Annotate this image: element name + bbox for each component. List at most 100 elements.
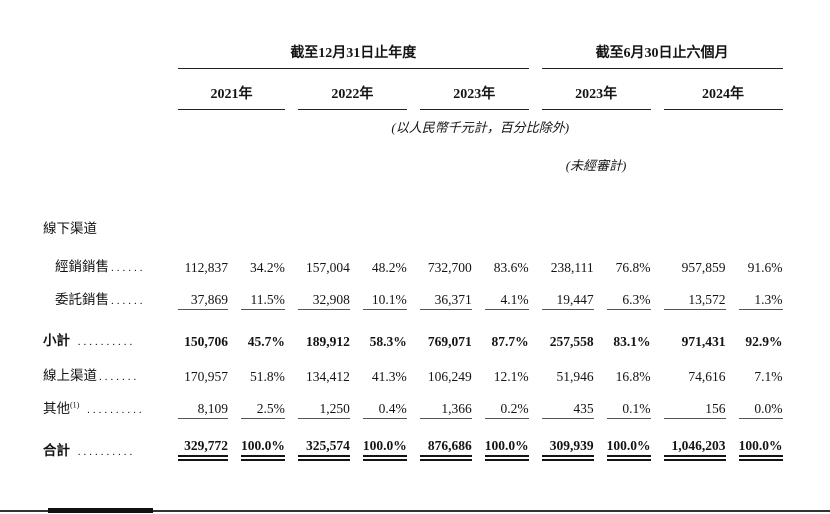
amount-cell: 1,366 xyxy=(419,386,472,419)
row-label: 其他(1) .......... xyxy=(43,400,145,416)
amount-cell: 150,706 xyxy=(184,334,228,349)
footnote-marker: (1) xyxy=(70,400,80,410)
percent-cell: 0.1% xyxy=(606,386,651,419)
dot-leader: ...... xyxy=(111,295,146,307)
amount-cell: 32,908 xyxy=(297,277,350,310)
amount-cell: 971,431 xyxy=(681,334,726,349)
percent-cell: 45.7% xyxy=(247,334,285,349)
percent-cell: 2.5% xyxy=(241,386,285,419)
percent-cell: 48.2% xyxy=(371,260,407,275)
label-column-spacer xyxy=(43,69,165,110)
page-footer-bar xyxy=(48,508,153,513)
table-row: 小計 .......... 150,706 45.7% 189,912 58.3% 769… xyxy=(43,310,783,351)
amount-cell: 51,946 xyxy=(556,369,594,384)
year-header-2022: 2022年 xyxy=(297,69,407,110)
percent-cell: 12.1% xyxy=(493,369,529,384)
amount-cell: 435 xyxy=(541,386,594,419)
table-row: 經銷銷售...... 112,837 34.2% 157,004 48.2% 732,70… xyxy=(43,238,783,277)
percent-cell: 10.1% xyxy=(362,277,407,310)
amount-cell: 1,046,203 xyxy=(663,419,726,461)
year-header-row: 2021年 2022年 2023年 2023年 2024年 xyxy=(43,69,783,110)
spacer-cell xyxy=(178,174,783,238)
spacer-cell xyxy=(664,136,783,174)
label-column-spacer xyxy=(43,20,165,69)
row-label: 合計 .......... xyxy=(43,443,136,458)
unaudited-note-row: (未經審計) xyxy=(43,136,783,174)
percent-cell: 100.0% xyxy=(738,419,783,461)
row-label: 小計 .......... xyxy=(43,333,136,348)
percent-cell: 100.0% xyxy=(606,419,651,461)
amount-cell: 189,912 xyxy=(306,334,350,349)
currency-unit-note: (以人民幣千元計，百分比除外) xyxy=(391,120,570,135)
amount-cell: 36,371 xyxy=(419,277,472,310)
percent-cell: 100.0% xyxy=(362,419,407,461)
label-column-spacer xyxy=(43,136,165,174)
label-column-spacer xyxy=(43,110,165,136)
amount-cell: 74,616 xyxy=(688,369,726,384)
amount-cell: 19,447 xyxy=(541,277,594,310)
amount-cell: 112,837 xyxy=(184,260,228,275)
table-row: 委託銷售...... 37,869 11.5% 32,908 10.1% 36,371 4.… xyxy=(43,277,783,310)
year-header-2021: 2021年 xyxy=(178,69,285,110)
dot-leader: ....... xyxy=(99,371,140,383)
amount-cell: 769,071 xyxy=(427,334,472,349)
percent-cell: 58.3% xyxy=(369,334,407,349)
annual-period-header: 截至12月31日止年度 xyxy=(178,20,529,69)
row-label: 線下渠道 xyxy=(43,221,97,236)
amount-cell: 1,250 xyxy=(297,386,350,419)
amount-cell: 957,859 xyxy=(681,260,726,275)
amount-cell: 257,558 xyxy=(549,334,594,349)
amount-cell: 238,111 xyxy=(550,260,594,275)
dot-leader: ...... xyxy=(111,262,146,274)
percent-cell: 0.2% xyxy=(484,386,529,419)
amount-cell: 106,249 xyxy=(427,369,472,384)
amount-cell: 13,572 xyxy=(663,277,726,310)
amount-cell: 732,700 xyxy=(427,260,472,275)
amount-cell: 134,412 xyxy=(306,369,350,384)
percent-cell: 87.7% xyxy=(491,334,529,349)
table-row: 線上渠道....... 170,957 51.8% 134,412 41.3% 106,2… xyxy=(43,351,783,386)
amount-cell: 170,957 xyxy=(184,369,228,384)
dot-leader: .......... xyxy=(72,336,136,348)
section-row: 線下渠道 xyxy=(43,174,783,238)
percent-cell: 1.3% xyxy=(738,277,783,310)
interim-period-header: 截至6月30日止六個月 xyxy=(541,20,783,69)
amount-cell: 309,939 xyxy=(541,419,594,461)
amount-cell: 156 xyxy=(663,386,726,419)
spacer-cell xyxy=(178,136,529,174)
percent-cell: 11.5% xyxy=(241,277,285,310)
year-header-2023: 2023年 xyxy=(419,69,529,110)
percent-cell: 100.0% xyxy=(241,419,285,461)
percent-cell: 100.0% xyxy=(484,419,529,461)
amount-cell: 157,004 xyxy=(306,260,350,275)
amount-cell: 876,686 xyxy=(419,419,472,461)
amount-cell: 329,772 xyxy=(178,419,228,461)
unit-note-row: (以人民幣千元計，百分比除外) xyxy=(43,110,783,136)
amount-cell: 8,109 xyxy=(178,386,228,419)
percent-cell: 92.9% xyxy=(745,334,783,349)
amount-cell: 37,869 xyxy=(178,277,228,310)
dot-leader: .......... xyxy=(72,446,136,458)
percent-cell: 83.1% xyxy=(613,334,651,349)
row-label: 線上渠道....... xyxy=(43,368,140,383)
percent-cell: 83.6% xyxy=(493,260,529,275)
percent-cell: 0.0% xyxy=(738,386,783,419)
percent-cell: 41.3% xyxy=(371,369,407,384)
year-header-2024-interim: 2024年 xyxy=(663,69,783,110)
period-group-header-row: 截至12月31日止年度 截至6月30日止六個月 xyxy=(43,20,783,69)
revenue-by-channel-table: 截至12月31日止年度 截至6月30日止六個月 2021年 2022年 2023… xyxy=(30,20,796,461)
amount-cell: 325,574 xyxy=(297,419,350,461)
percent-cell: 76.8% xyxy=(615,260,651,275)
percent-cell: 51.8% xyxy=(250,369,285,384)
dot-leader: .......... xyxy=(81,404,145,416)
percent-cell: 7.1% xyxy=(754,369,783,384)
percent-cell: 6.3% xyxy=(606,277,651,310)
percent-cell: 91.6% xyxy=(747,260,783,275)
row-label: 委託銷售...... xyxy=(55,292,146,307)
row-label: 經銷銷售...... xyxy=(55,259,146,274)
percent-cell: 4.1% xyxy=(484,277,529,310)
table-row: 其他(1) .......... 8,109 2.5% 1,250 0.4% 1,366 0… xyxy=(43,386,783,419)
percent-cell: 0.4% xyxy=(362,386,407,419)
percent-cell: 34.2% xyxy=(250,260,285,275)
unaudited-note: (未經審計) xyxy=(565,158,627,173)
